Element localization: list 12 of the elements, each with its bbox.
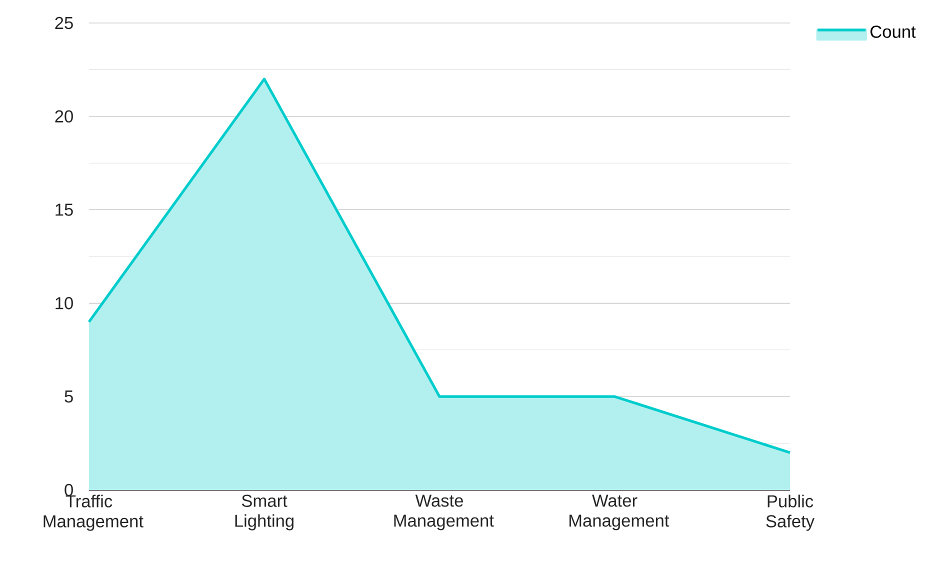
y-tick-label: 0 [64,484,73,496]
y-tick-label: 25 [55,16,73,30]
x-tick-label: Waste Management [394,494,494,530]
y-tick-label: 5 [64,390,73,403]
x-tick-label: Public Safety [766,494,815,531]
legend-label: Count [870,26,916,38]
x-tick-label: Smart Lighting [235,494,294,530]
y-tick-label: 15 [56,204,73,216]
x-tick-label: Traffic Management [44,494,144,531]
y-tick-label: 20 [55,110,73,123]
x-tick-label: Water Management [570,494,670,530]
y-tick-label: 10 [56,297,73,310]
